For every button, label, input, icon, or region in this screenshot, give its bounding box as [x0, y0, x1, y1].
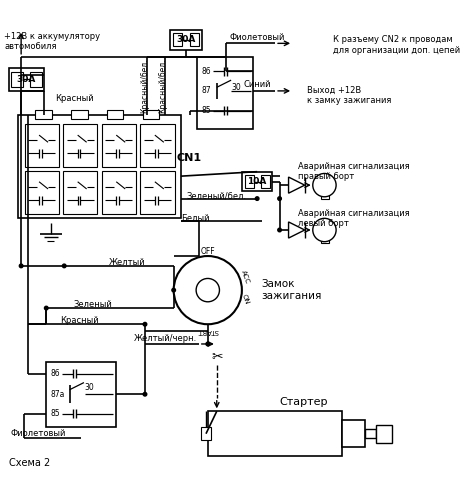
Bar [190, 34, 199, 46]
Text: 85: 85 [51, 409, 60, 418]
Text: Фиолетовый: Фиолетовый [10, 429, 66, 438]
Bar [321, 194, 329, 198]
Text: Красный: Красный [60, 316, 98, 325]
Bar [365, 429, 375, 438]
Text: START: START [197, 328, 219, 334]
Text: 30: 30 [85, 383, 95, 392]
Text: Зеленый/бел.: Зеленый/бел. [187, 192, 247, 200]
Bar [140, 171, 174, 214]
Circle shape [63, 264, 66, 268]
Bar [30, 72, 42, 87]
Text: Стартер: Стартер [280, 397, 328, 407]
Circle shape [19, 264, 23, 268]
Circle shape [172, 288, 175, 292]
Text: 30А: 30А [17, 75, 36, 84]
Bar [25, 171, 59, 214]
Text: Красный: Красный [55, 95, 94, 103]
Text: Аварийная сигнализация
правый борт: Аварийная сигнализация правый борт [298, 162, 409, 181]
Text: К разъему CN2 к проводам
для организации доп. цепей: К разъему CN2 к проводам для организации… [333, 36, 461, 55]
Circle shape [143, 393, 147, 396]
Bar [143, 110, 159, 119]
Circle shape [45, 306, 48, 310]
Circle shape [313, 218, 336, 242]
Text: OFF: OFF [201, 247, 215, 256]
Polygon shape [289, 222, 305, 238]
Bar [208, 411, 342, 456]
Text: Красный/бел.: Красный/бел. [140, 58, 149, 113]
Circle shape [206, 342, 210, 346]
Bar [205, 282, 210, 298]
Bar [261, 175, 270, 188]
Bar [46, 362, 116, 427]
Text: Красный/бел.: Красный/бел. [158, 58, 167, 113]
Bar [140, 124, 174, 167]
Bar [375, 425, 392, 443]
Text: ✂: ✂ [211, 350, 223, 364]
Text: 85: 85 [201, 106, 211, 115]
Bar [9, 68, 45, 91]
Text: Фиолетовый: Фиолетовый [229, 33, 285, 42]
Bar [25, 124, 59, 167]
Text: Синий: Синий [244, 80, 271, 89]
Text: Замок
зажигания: Замок зажигания [262, 279, 322, 301]
Circle shape [173, 256, 242, 324]
Bar [64, 171, 98, 214]
Bar [173, 34, 182, 46]
Text: Зеленый: Зеленый [73, 300, 112, 309]
Bar [64, 124, 98, 167]
Bar [11, 72, 23, 87]
Text: +12В к аккумулятору
автомобиля: +12В к аккумулятору автомобиля [4, 32, 100, 51]
Text: Выход +12В
к замку зажигания: Выход +12В к замку зажигания [307, 86, 391, 105]
Bar [102, 124, 136, 167]
Text: 87а: 87а [51, 390, 65, 399]
Text: Желтый: Желтый [109, 258, 146, 267]
Circle shape [143, 322, 147, 326]
Bar [342, 420, 365, 447]
Bar [245, 175, 254, 188]
Text: 86: 86 [201, 67, 211, 76]
Circle shape [313, 173, 336, 197]
Bar [72, 110, 88, 119]
Text: 30: 30 [231, 83, 241, 92]
Text: 30А: 30А [176, 35, 195, 44]
Text: Аварийная сигнализация
левый борт: Аварийная сигнализация левый борт [298, 208, 409, 228]
Bar [170, 30, 201, 50]
Circle shape [196, 279, 219, 302]
Text: Схема 2: Схема 2 [9, 458, 50, 468]
Bar [197, 57, 253, 129]
Text: ON: ON [241, 293, 250, 305]
Circle shape [278, 228, 282, 232]
Bar [18, 115, 181, 218]
Bar [107, 110, 123, 119]
Bar [102, 171, 136, 214]
Bar [36, 110, 52, 119]
Bar [242, 172, 273, 192]
Text: ACC: ACC [240, 269, 251, 284]
Text: Белый: Белый [181, 214, 210, 223]
Text: 10А: 10А [247, 177, 267, 186]
Text: CN1: CN1 [176, 153, 201, 163]
Text: 86: 86 [51, 369, 60, 378]
Bar [201, 427, 211, 440]
Polygon shape [289, 177, 305, 193]
Text: Желтый/черн.: Желтый/черн. [134, 334, 198, 343]
Bar [321, 239, 329, 244]
Circle shape [278, 197, 282, 200]
Circle shape [255, 197, 259, 200]
Text: 87: 87 [201, 87, 211, 96]
